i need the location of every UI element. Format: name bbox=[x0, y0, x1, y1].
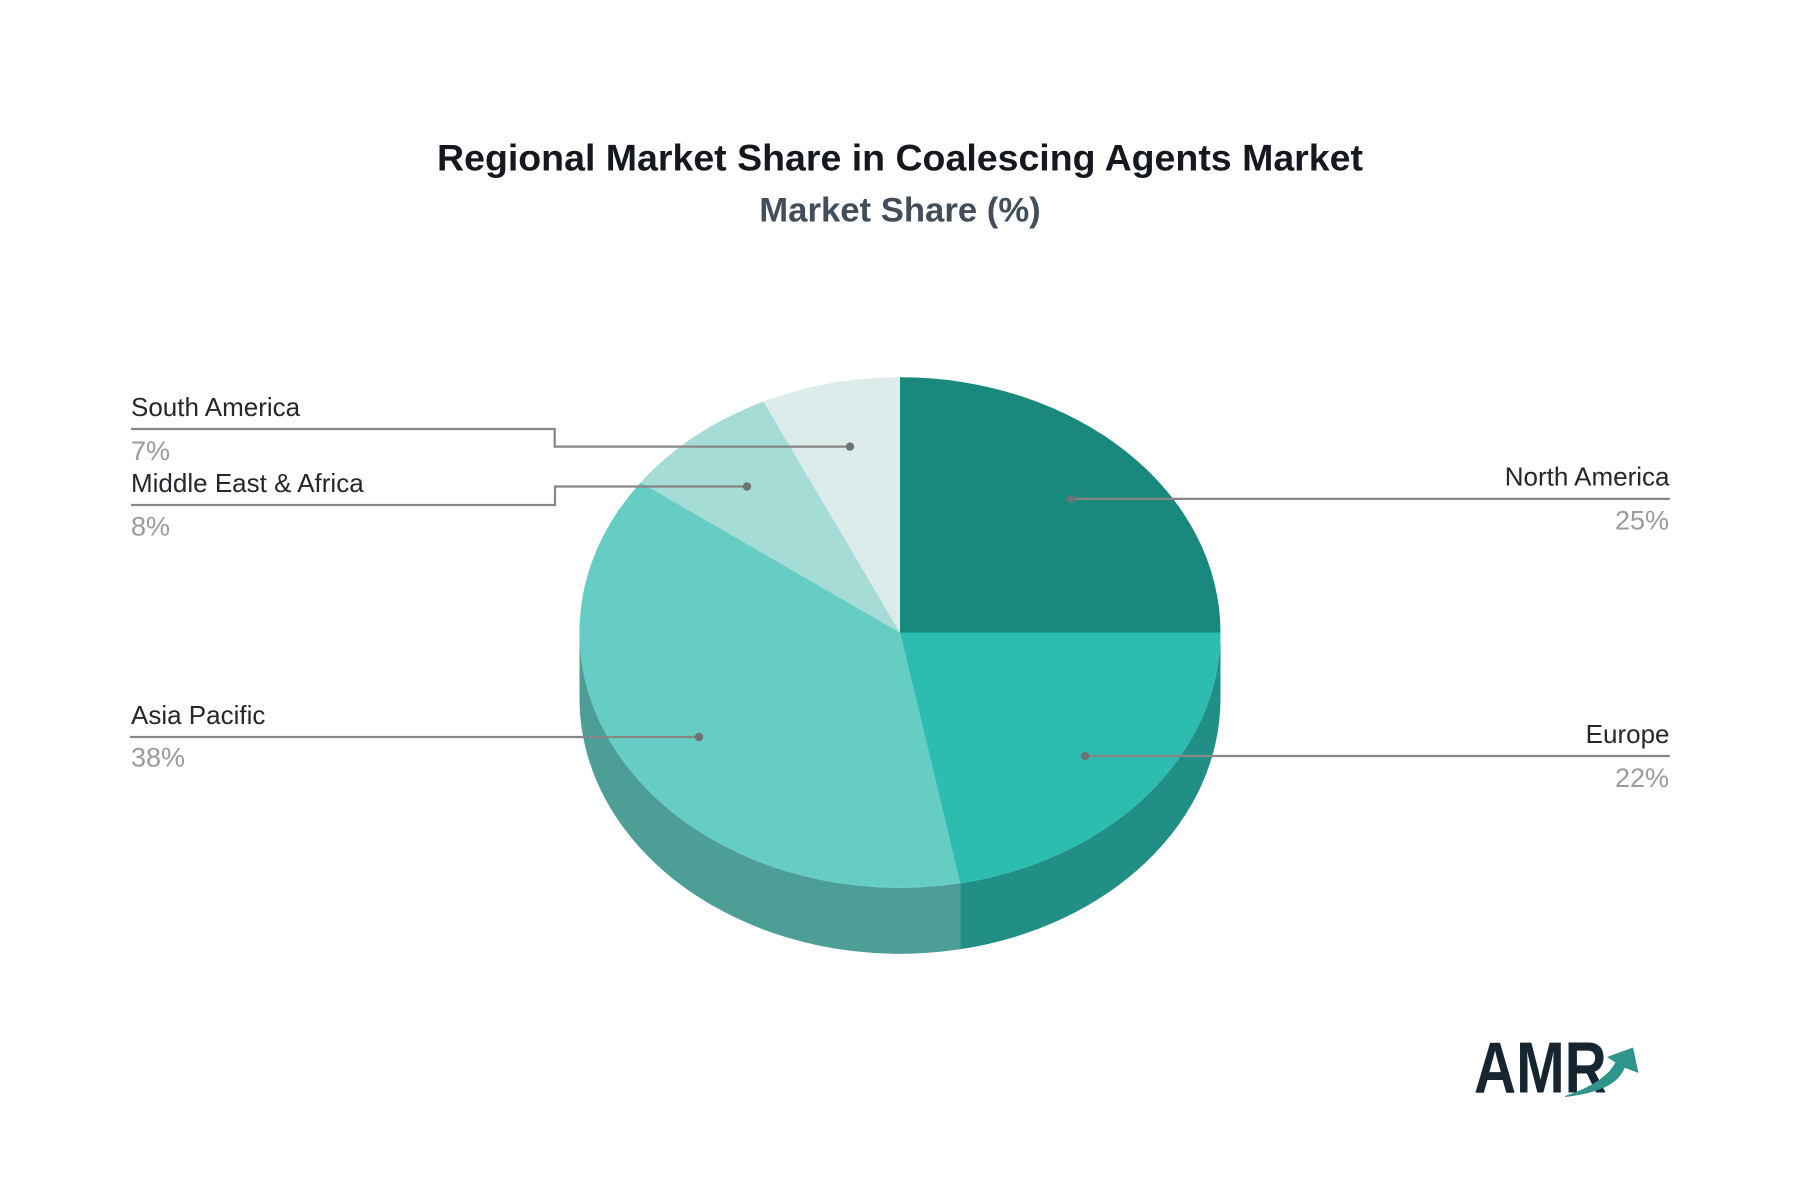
svg-text:South America: South America bbox=[131, 392, 301, 422]
svg-text:Market Share (%): Market Share (%) bbox=[759, 191, 1040, 229]
svg-text:North America: North America bbox=[1505, 461, 1670, 491]
svg-text:Middle East & Africa: Middle East & Africa bbox=[131, 468, 364, 498]
svg-text:Europe: Europe bbox=[1586, 719, 1670, 749]
svg-text:22%: 22% bbox=[1615, 763, 1669, 793]
svg-text:25%: 25% bbox=[1615, 505, 1669, 535]
svg-text:Regional Market Share in Coale: Regional Market Share in Coalescing Agen… bbox=[437, 137, 1363, 179]
svg-text:8%: 8% bbox=[131, 511, 170, 541]
svg-text:38%: 38% bbox=[131, 743, 185, 773]
svg-text:7%: 7% bbox=[131, 436, 170, 466]
svg-text:AMR: AMR bbox=[1474, 1028, 1607, 1108]
svg-text:Asia Pacific: Asia Pacific bbox=[131, 700, 265, 730]
